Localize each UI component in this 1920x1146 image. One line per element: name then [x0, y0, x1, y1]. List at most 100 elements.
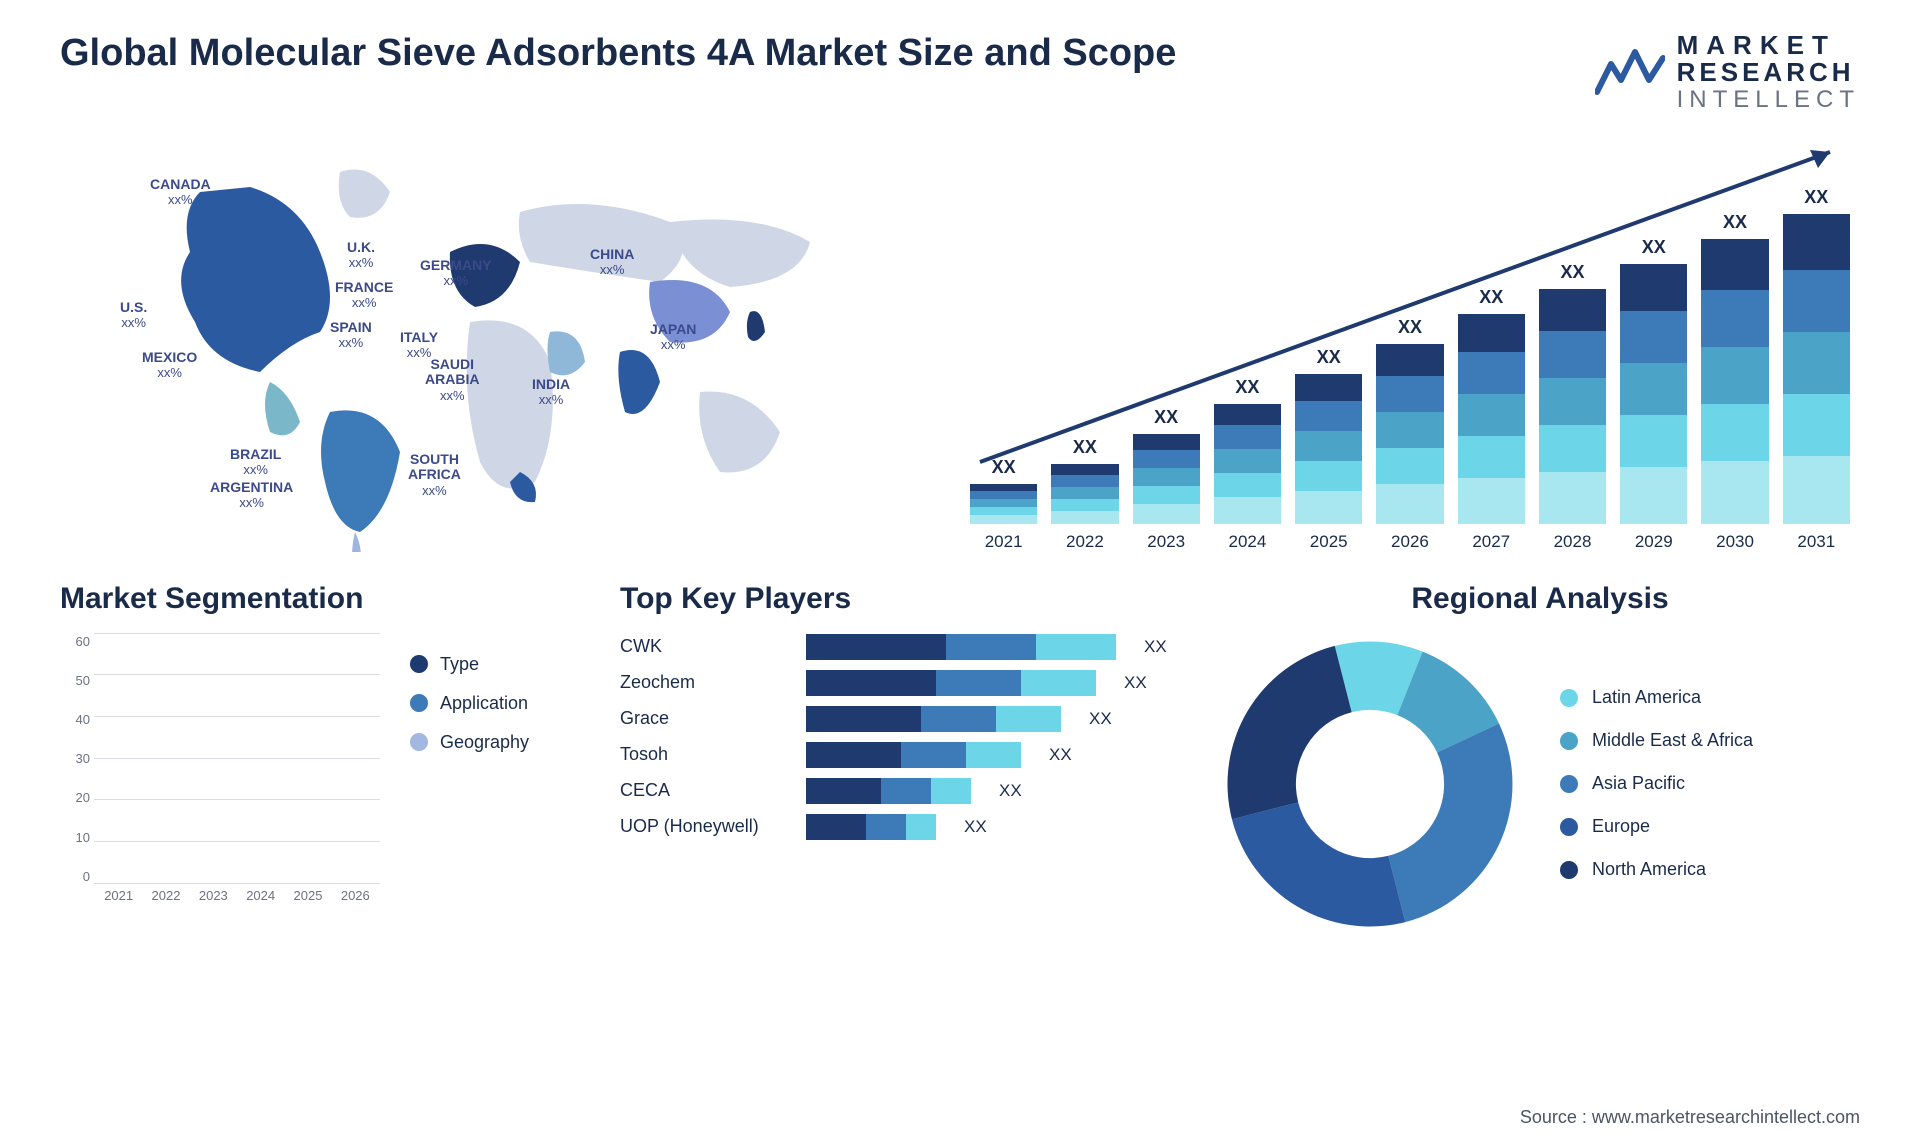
player-value: XX: [1089, 709, 1112, 729]
legend-label: Europe: [1592, 816, 1650, 837]
growth-column: XX2027: [1458, 287, 1525, 552]
growth-value-label: XX: [1560, 262, 1584, 283]
logo-line2: RESEARCH: [1677, 59, 1860, 86]
growth-segment: [1376, 344, 1443, 376]
growth-segment: [1701, 290, 1768, 347]
regional-donut: [1220, 634, 1520, 934]
growth-bar: [1051, 464, 1118, 524]
player-row: UOP (Honeywell)XX: [620, 814, 1180, 840]
seg-ytick: 10: [60, 830, 90, 845]
region-legend-item: Latin America: [1560, 687, 1753, 708]
map-label: SPAINxx%: [330, 320, 372, 351]
players-title: Top Key Players: [620, 582, 1180, 616]
seg-ytick: 60: [60, 634, 90, 649]
seg-ytick: 40: [60, 712, 90, 727]
map-label: U.S.xx%: [120, 300, 147, 331]
seg-xtick: 2024: [242, 888, 279, 914]
legend-label: Geography: [440, 732, 529, 753]
growth-segment: [1295, 491, 1362, 524]
growth-value-label: XX: [1642, 237, 1666, 258]
player-name: UOP (Honeywell): [620, 816, 790, 837]
growth-segment: [1539, 289, 1606, 331]
page-title: Global Molecular Sieve Adsorbents 4A Mar…: [60, 32, 1176, 75]
growth-segment: [1701, 347, 1768, 404]
map-label: U.K.xx%: [347, 240, 375, 271]
logo-mark-icon: [1595, 44, 1665, 100]
region-legend-item: Europe: [1560, 816, 1753, 837]
donut-slice: [1388, 723, 1512, 922]
growth-segment: [970, 499, 1037, 507]
player-value: XX: [999, 781, 1022, 801]
growth-column: XX2030: [1701, 212, 1768, 552]
growth-segment: [1539, 378, 1606, 425]
growth-segment: [1376, 412, 1443, 448]
growth-segment: [1783, 214, 1850, 270]
player-segment: [806, 778, 881, 804]
player-bar: [806, 670, 1096, 696]
growth-column: XX2021: [970, 457, 1037, 552]
map-label: FRANCExx%: [335, 280, 393, 311]
region-legend-item: Middle East & Africa: [1560, 730, 1753, 751]
growth-segment: [1214, 497, 1281, 523]
top-row: CANADAxx%U.S.xx%MEXICOxx%BRAZILxx%ARGENT…: [0, 132, 1920, 552]
player-segment: [806, 814, 866, 840]
legend-label: Middle East & Africa: [1592, 730, 1753, 751]
donut-slice: [1228, 646, 1352, 819]
player-segment: [931, 778, 971, 804]
growth-segment: [1783, 456, 1850, 524]
growth-segment: [970, 507, 1037, 515]
seg-legend-item: Geography: [410, 732, 529, 753]
legend-dot-icon: [1560, 689, 1578, 707]
growth-bar: [970, 484, 1037, 524]
growth-segment: [1133, 434, 1200, 450]
growth-segment: [1620, 415, 1687, 467]
legend-dot-icon: [1560, 732, 1578, 750]
growth-column: XX2022: [1051, 437, 1118, 552]
source-text: Source : www.marketresearchintellect.com: [1520, 1107, 1860, 1128]
bottom-row: Market Segmentation 6050403020100 202120…: [0, 552, 1920, 934]
seg-xtick: 2022: [147, 888, 184, 914]
growth-segment: [1701, 461, 1768, 524]
player-bar: [806, 814, 936, 840]
growth-column: XX2023: [1133, 407, 1200, 552]
growth-segment: [1458, 394, 1525, 436]
region-legend-item: Asia Pacific: [1560, 773, 1753, 794]
logo-text: MARKET RESEARCH INTELLECT: [1677, 32, 1860, 112]
growth-year-label: 2026: [1391, 532, 1429, 552]
player-bar: [806, 706, 1061, 732]
seg-ytick: 0: [60, 869, 90, 884]
growth-segment: [1376, 484, 1443, 524]
growth-segment: [1701, 239, 1768, 290]
growth-segment: [1539, 331, 1606, 378]
growth-segment: [1376, 376, 1443, 412]
player-name: Tosoh: [620, 744, 790, 765]
growth-bar: [1620, 264, 1687, 524]
player-segment: [806, 742, 901, 768]
legend-dot-icon: [410, 655, 428, 673]
seg-xtick: 2023: [195, 888, 232, 914]
header: Global Molecular Sieve Adsorbents 4A Mar…: [0, 0, 1920, 132]
player-bar: [806, 742, 1021, 768]
legend-dot-icon: [1560, 861, 1578, 879]
player-row: CWKXX: [620, 634, 1180, 660]
seg-ytick: 20: [60, 790, 90, 805]
map-label: INDIAxx%: [532, 377, 570, 408]
seg-xtick: 2025: [289, 888, 326, 914]
map-label: JAPANxx%: [650, 322, 696, 353]
player-segment: [1021, 670, 1096, 696]
growth-segment: [1133, 468, 1200, 486]
player-row: TosohXX: [620, 742, 1180, 768]
player-segment: [921, 706, 996, 732]
growth-year-label: 2031: [1797, 532, 1835, 552]
map-label: GERMANYxx%: [420, 258, 492, 289]
growth-segment: [1458, 436, 1525, 478]
growth-value-label: XX: [1317, 347, 1341, 368]
player-segment: [1036, 634, 1116, 660]
legend-dot-icon: [1560, 775, 1578, 793]
world-map: CANADAxx%U.S.xx%MEXICOxx%BRAZILxx%ARGENT…: [60, 132, 920, 552]
growth-value-label: XX: [1398, 317, 1422, 338]
player-segment: [806, 634, 946, 660]
growth-bar: [1295, 374, 1362, 524]
growth-segment: [1620, 363, 1687, 415]
map-label: CHINAxx%: [590, 247, 634, 278]
